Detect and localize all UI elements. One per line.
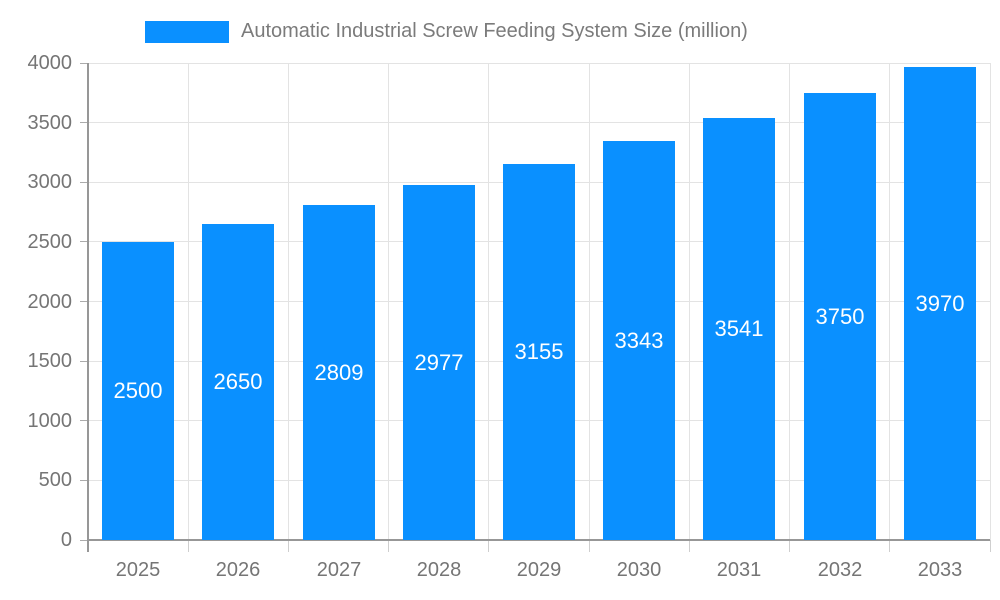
bar-2030[interactable] [603,141,675,540]
y-axis-tick [80,420,88,422]
y-axis-label: 2500 [27,230,73,253]
x-axis [88,539,990,541]
y-axis-label: 1000 [27,409,73,432]
x-axis-label: 2029 [516,559,562,581]
bar-2033[interactable] [904,67,976,540]
y-axis-label: 2000 [27,290,73,313]
x-axis-tick [287,540,289,552]
x-gridline [388,63,390,540]
y-axis-label: 500 [38,469,72,492]
x-axis-tick [388,540,390,552]
y-axis-tick [80,181,88,183]
legend-swatch[interactable] [145,20,229,43]
x-axis-label: 2033 [917,559,963,581]
y-axis-tick [80,360,88,362]
bar-2028[interactable] [403,185,475,540]
x-gridline [287,63,289,540]
x-gridline [688,63,690,540]
bar-2025[interactable] [102,242,174,540]
x-gridline [789,63,791,540]
x-axis-label: 2026 [215,559,261,581]
x-axis-tick [688,540,690,552]
bar-2026[interactable] [202,224,274,540]
x-axis-label: 2027 [316,559,362,581]
x-axis-tick [488,540,490,552]
x-gridline [488,63,490,540]
legend-label[interactable]: Automatic Industrial Screw Feeding Syste… [241,20,748,42]
bar-2031[interactable] [703,118,775,540]
y-axis-label: 4000 [27,52,73,74]
y-axis-label: 3000 [27,171,73,194]
x-axis-label: 2025 [115,559,161,581]
bar-2029[interactable] [503,164,575,540]
legend[interactable]: Automatic Industrial Screw Feeding Syste… [145,20,748,43]
bar-2032[interactable] [804,93,876,540]
x-gridline [989,63,991,540]
y-gridline [88,122,990,124]
x-axis-label: 2028 [416,559,462,581]
y-axis [87,63,89,552]
x-axis-tick [889,540,891,552]
y-axis-label: 0 [60,529,72,551]
y-axis-tick [80,122,88,124]
bar-2027[interactable] [303,205,375,540]
x-axis-tick [789,540,791,552]
y-axis-label: 1500 [27,350,73,373]
x-axis-label: 2032 [817,559,863,581]
y-axis-tick [80,479,88,481]
y-gridline [88,62,990,64]
x-axis-tick [989,540,991,552]
y-axis-tick [80,62,88,64]
x-gridline [187,63,189,540]
y-axis-tick [80,539,88,541]
x-axis-label: 2030 [616,559,662,581]
x-axis-label: 2031 [716,559,762,581]
x-gridline [889,63,891,540]
x-gridline [588,63,590,540]
y-axis-label: 3500 [27,111,73,134]
y-axis-tick [80,241,88,243]
x-axis-tick [588,540,590,552]
x-axis-tick [187,540,189,552]
y-axis-tick [80,301,88,302]
